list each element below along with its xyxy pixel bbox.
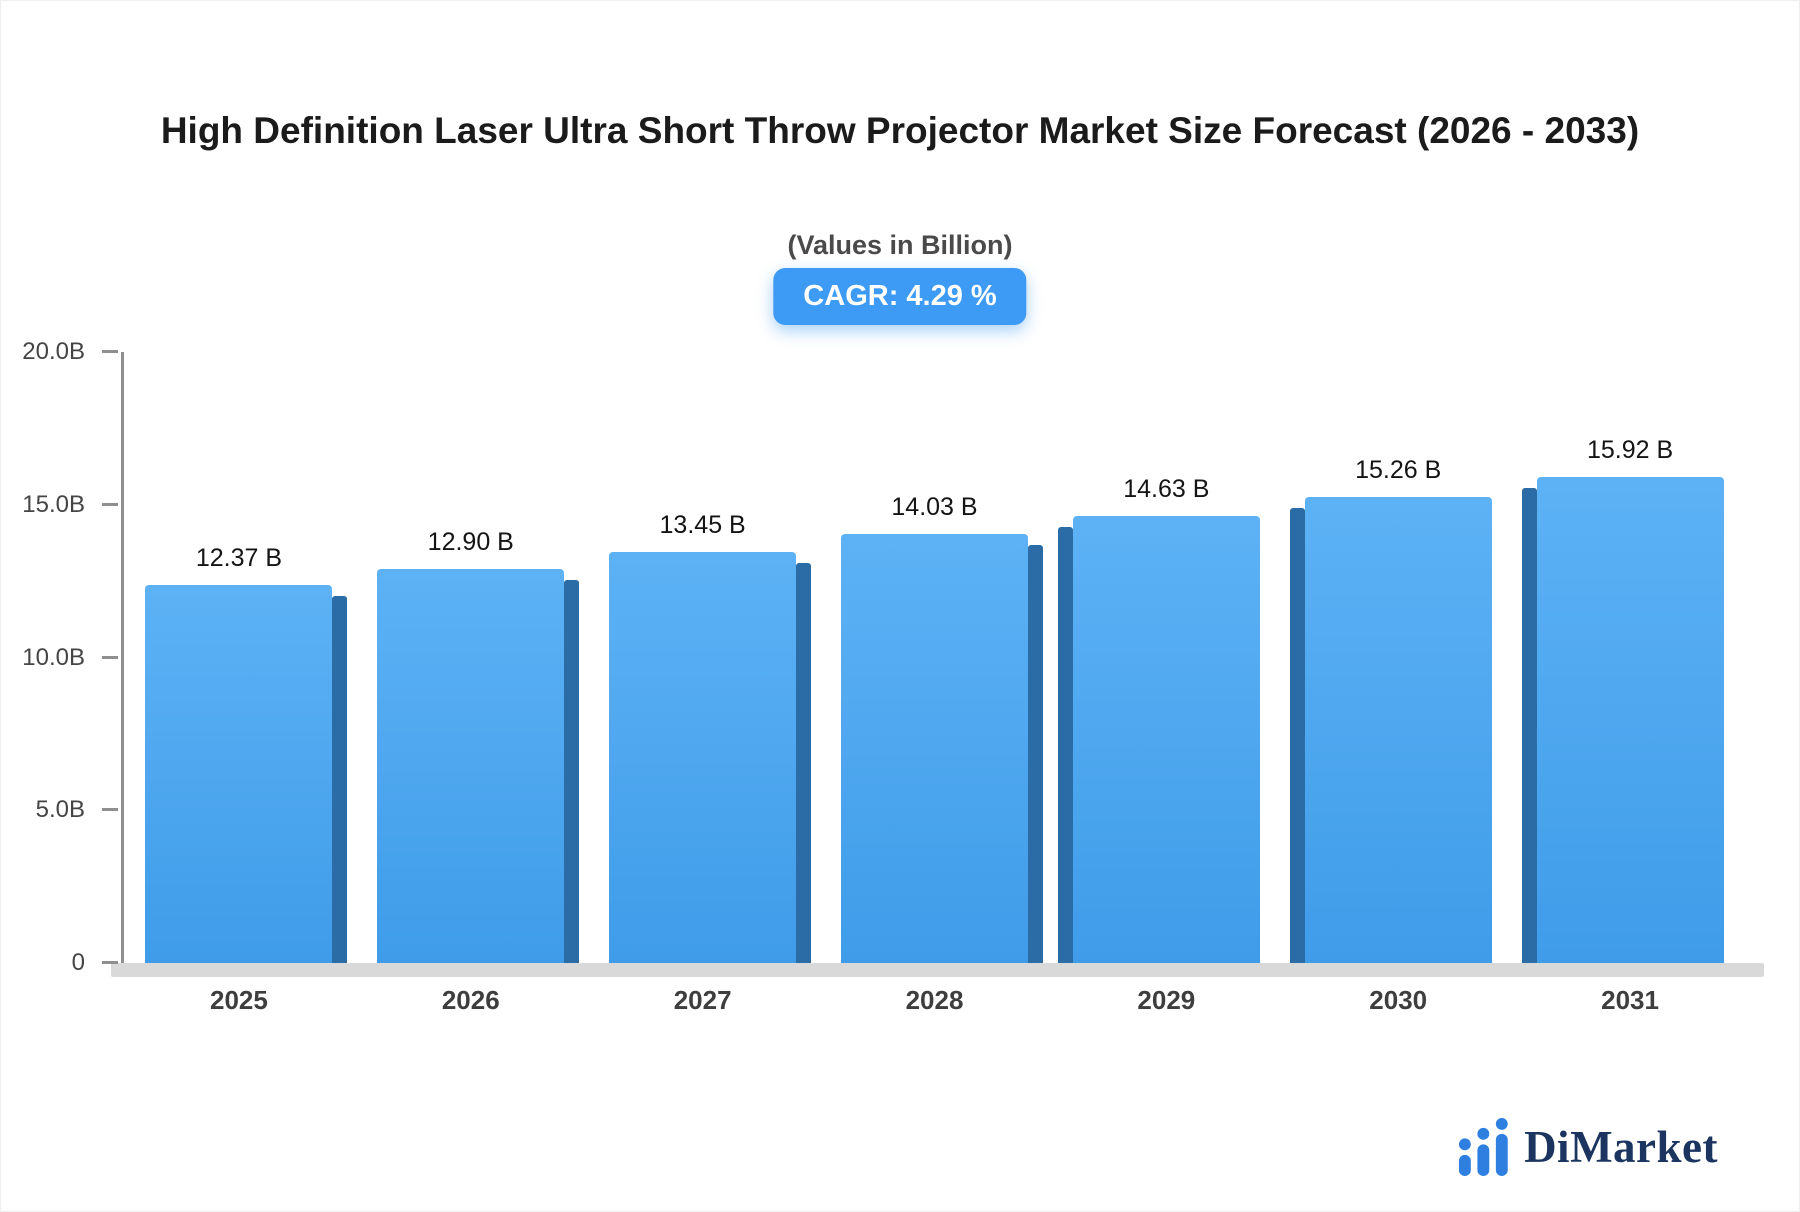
y-axis: 0 5.0B 10.0B 15.0B 20.0B [0,338,121,976]
dimarket-bars-icon [1459,1118,1508,1176]
x-axis-label: 2026 [441,985,500,1015]
y-tick-label: 15.0B [22,490,85,518]
x-axis-label: 2030 [1369,985,1428,1015]
bar [1072,516,1260,963]
bar-group-2025: 12.37 B [123,352,355,963]
bar-side-face [564,580,580,963]
bar-side-face [796,563,812,963]
bar-value-label: 15.92 B [1586,436,1674,464]
bar [377,569,565,963]
bar [1536,477,1724,963]
bar-side-face [1057,527,1073,963]
chart-title: High Definition Laser Ultra Short Throw … [160,110,1640,151]
y-tick-mark [102,502,118,506]
x-axis-label: 2029 [1137,985,1196,1015]
bar-group-2029: 14.63 B [1050,352,1282,963]
bar-side-face [332,596,348,963]
cagr-badge: CAGR: 4.29 % [773,268,1027,325]
x-axis-label: 2025 [210,985,268,1015]
bar-value-label: 12.90 B [427,528,514,556]
x-axis-label: 2028 [905,985,964,1015]
x-axis: 2025 2026 2027 2028 2029 2030 2031 [123,985,1746,1025]
x-axis-baseline [111,963,1764,977]
bar [840,534,1028,963]
x-axis-label: 2031 [1601,985,1659,1015]
bar-group-2027: 13.45 B [587,352,819,963]
y-axis-line [121,352,124,976]
bar-value-label: 12.37 B [195,544,283,572]
y-tick-label: 10.0B [22,643,85,671]
y-tick-mark [102,961,118,964]
bar-group-2031: 15.92 B [1514,352,1746,963]
bar-group-2028: 14.03 B [819,352,1051,963]
bar-value-label: 14.63 B [1123,475,1210,503]
bar [145,585,333,963]
bar-value-label: 14.03 B [891,493,978,521]
bar-side-face [1027,545,1043,963]
brand-name: DiMarket [1524,1122,1718,1172]
bar [1304,497,1492,963]
bar-value-label: 13.45 B [659,511,746,539]
y-tick-label: 20.0B [22,338,85,365]
bar-side-face [1289,508,1305,963]
y-tick-mark [102,350,118,353]
plot-area: 12.37 B 12.90 B 13.45 B 14.03 B 14.63 B 15.26… [123,352,1746,963]
y-tick-mark [102,808,118,812]
bar-side-face [1521,488,1537,963]
y-tick-label: 0 [71,949,85,976]
bar-group-2030: 15.26 B [1282,352,1514,963]
bar-group-2026: 12.90 B [355,352,587,963]
y-tick-mark [102,655,118,659]
chart-subtitle: (Values in Billion) [787,230,1013,260]
bar-value-label: 15.26 B [1355,456,1442,484]
brand-logo: DiMarket [1458,1118,1718,1176]
bar [609,552,797,963]
y-tick-label: 5.0B [35,796,85,824]
x-axis-label: 2027 [673,985,732,1015]
